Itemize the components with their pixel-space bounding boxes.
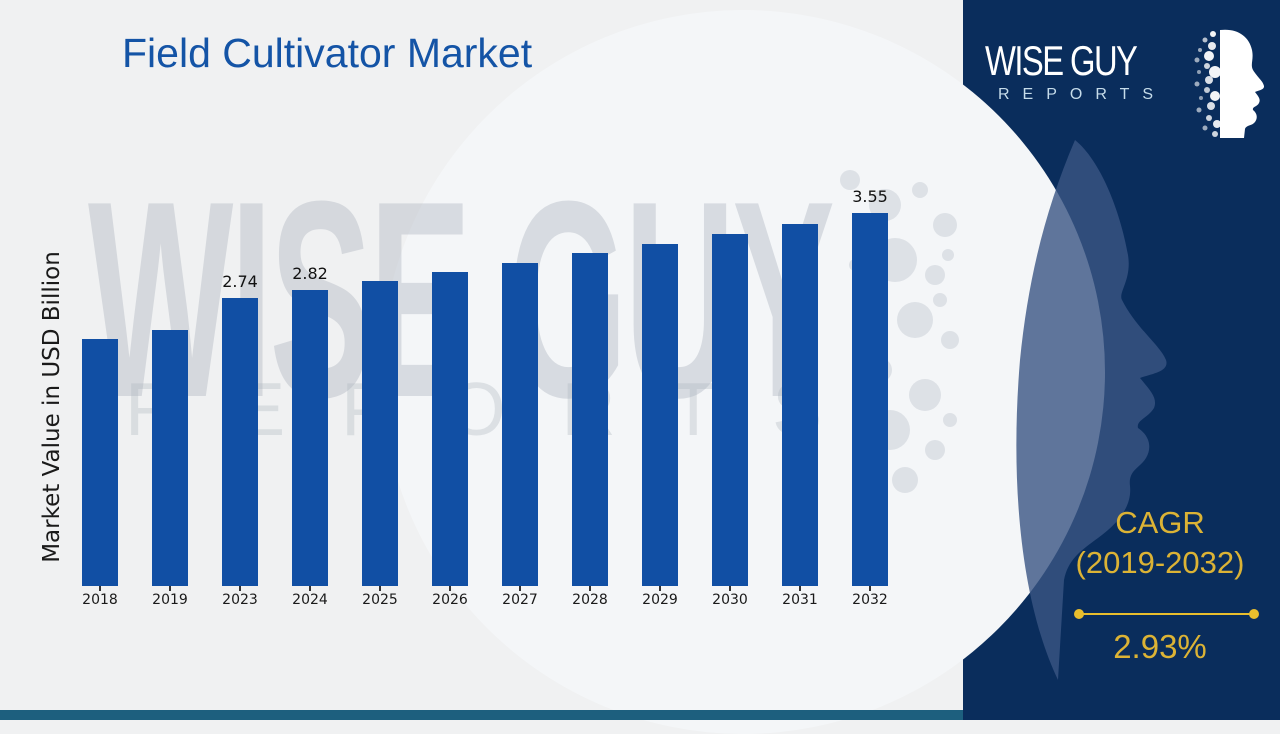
watermark-dot bbox=[933, 293, 947, 307]
bar-2030 bbox=[712, 234, 748, 586]
bar-2031 bbox=[782, 224, 818, 586]
x-axis-tick bbox=[589, 586, 591, 591]
x-axis-label-2027: 2027 bbox=[502, 592, 538, 608]
bottom-accent-strip bbox=[0, 710, 963, 720]
x-axis-label-2031: 2031 bbox=[782, 592, 818, 608]
x-axis-tick bbox=[379, 586, 381, 591]
x-axis-tick bbox=[799, 586, 801, 591]
x-axis-label-2018: 2018 bbox=[82, 592, 118, 608]
watermark-dot bbox=[943, 413, 957, 427]
bar-2019 bbox=[152, 330, 188, 586]
watermark-dot bbox=[933, 213, 957, 237]
x-axis-label-2025: 2025 bbox=[362, 592, 398, 608]
line-end-dot-right bbox=[1249, 609, 1259, 619]
cagr-block: CAGR (2019-2032) bbox=[1040, 505, 1280, 580]
logo-face-icon bbox=[1194, 29, 1265, 138]
x-axis-tick bbox=[449, 586, 451, 591]
x-axis-label-2029: 2029 bbox=[642, 592, 678, 608]
watermark-dot bbox=[912, 182, 928, 198]
x-axis-tick bbox=[169, 586, 171, 591]
bar-value-label-2023: 2.74 bbox=[222, 272, 258, 291]
logo-name: WISE GUY bbox=[985, 37, 1138, 84]
logo-subtitle: REPORTS bbox=[998, 86, 1167, 103]
bar-2024 bbox=[292, 290, 328, 586]
bar-2028 bbox=[572, 253, 608, 586]
x-axis-tick bbox=[519, 586, 521, 591]
x-axis-label-2023: 2023 bbox=[222, 592, 258, 608]
x-axis-label-2032: 2032 bbox=[852, 592, 888, 608]
bar-value-label-2032: 3.55 bbox=[852, 187, 888, 206]
face-profile-watermark-icon bbox=[1016, 140, 1167, 680]
x-axis-tick bbox=[869, 586, 871, 591]
bar-2032 bbox=[852, 213, 888, 586]
watermark-dot bbox=[925, 265, 945, 285]
x-axis-tick bbox=[659, 586, 661, 591]
x-axis-label-2026: 2026 bbox=[432, 592, 468, 608]
watermark-dot bbox=[942, 249, 954, 261]
watermark-dot bbox=[941, 331, 959, 349]
cagr-divider-line bbox=[1074, 609, 1259, 619]
bar-2025 bbox=[362, 281, 398, 586]
bar-2023 bbox=[222, 298, 258, 586]
x-axis-tick bbox=[729, 586, 731, 591]
x-axis-label-2028: 2028 bbox=[572, 592, 608, 608]
page-title: Field Cultivator Market bbox=[122, 30, 533, 76]
logo-face-dots bbox=[1194, 31, 1221, 137]
watermark-dot bbox=[909, 379, 941, 411]
x-axis-label-2024: 2024 bbox=[292, 592, 328, 608]
bar-2029 bbox=[642, 244, 678, 586]
x-axis-tick bbox=[99, 586, 101, 591]
bar-2027 bbox=[502, 263, 538, 586]
x-axis-tick bbox=[239, 586, 241, 591]
watermark-dot bbox=[840, 170, 860, 190]
line-end-dot-left bbox=[1074, 609, 1084, 619]
bar-value-label-2024: 2.82 bbox=[292, 264, 328, 283]
x-axis-label-2019: 2019 bbox=[152, 592, 188, 608]
watermark-dot bbox=[897, 302, 933, 338]
bar-2018 bbox=[82, 339, 118, 586]
x-axis-tick bbox=[309, 586, 311, 591]
bar-2026 bbox=[432, 272, 468, 586]
cagr-range: (2019-2032) bbox=[1075, 544, 1245, 580]
watermark-dot bbox=[892, 467, 918, 493]
watermark-dot bbox=[925, 440, 945, 460]
cagr-heading: CAGR bbox=[1115, 505, 1205, 540]
x-axis-label-2030: 2030 bbox=[712, 592, 748, 608]
cagr-value: 2.93% bbox=[1113, 628, 1207, 665]
